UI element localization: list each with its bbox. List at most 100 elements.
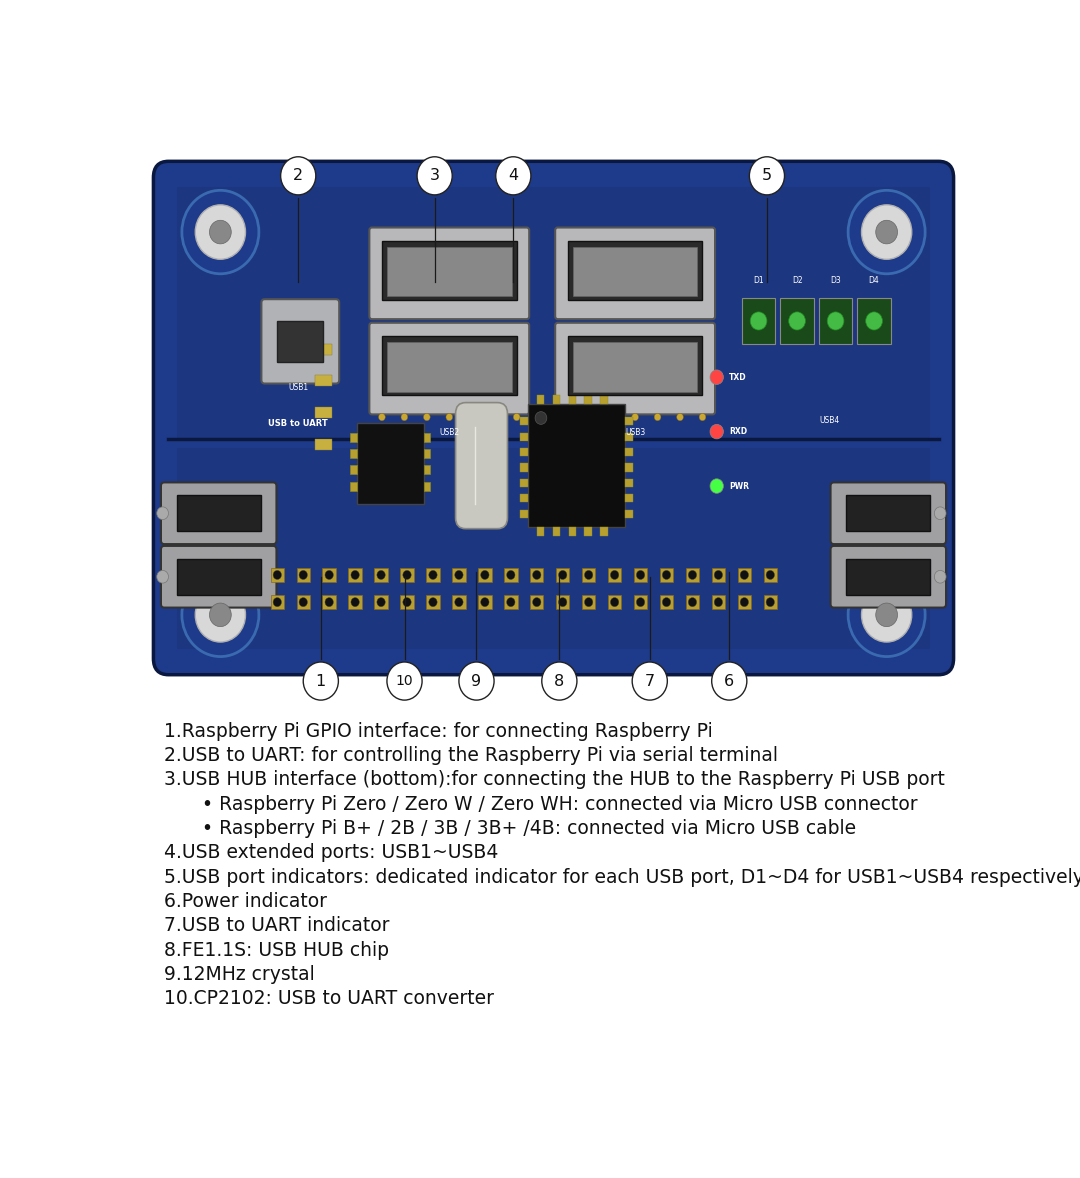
Circle shape — [181, 574, 259, 656]
Bar — [349, 568, 362, 582]
Circle shape — [610, 597, 619, 607]
Bar — [600, 527, 608, 536]
Bar — [712, 595, 725, 609]
Text: 4: 4 — [509, 168, 518, 184]
Bar — [847, 558, 930, 595]
Bar — [315, 344, 332, 355]
Bar — [350, 465, 356, 475]
Bar — [530, 568, 543, 582]
Circle shape — [535, 411, 546, 424]
Bar — [556, 595, 569, 609]
Bar — [742, 298, 775, 344]
Circle shape — [481, 597, 489, 607]
Bar — [624, 417, 633, 425]
Circle shape — [848, 574, 926, 656]
Circle shape — [699, 413, 706, 421]
Bar — [608, 568, 621, 582]
Bar — [382, 241, 516, 300]
Bar — [521, 432, 528, 441]
Circle shape — [455, 570, 463, 580]
FancyBboxPatch shape — [153, 161, 954, 675]
Bar — [387, 342, 512, 392]
Bar — [537, 396, 544, 404]
Text: 10: 10 — [395, 674, 414, 688]
Circle shape — [429, 597, 437, 607]
Bar — [315, 376, 332, 386]
Text: 6: 6 — [725, 674, 734, 689]
Bar — [553, 396, 561, 404]
Bar — [537, 527, 544, 536]
Bar — [427, 568, 440, 582]
Bar — [423, 449, 431, 458]
Bar — [624, 448, 633, 456]
Circle shape — [714, 597, 723, 607]
Bar — [350, 482, 356, 490]
Circle shape — [210, 220, 231, 244]
FancyBboxPatch shape — [456, 403, 508, 529]
Bar — [568, 337, 702, 396]
Bar — [634, 568, 647, 582]
Circle shape — [584, 597, 593, 607]
Bar — [375, 568, 388, 582]
Bar — [584, 527, 592, 536]
Circle shape — [401, 413, 408, 421]
Circle shape — [662, 570, 671, 580]
Text: 3: 3 — [430, 168, 440, 184]
Bar — [387, 246, 512, 297]
Bar — [634, 595, 647, 609]
Bar — [401, 595, 414, 609]
Circle shape — [299, 570, 308, 580]
Bar — [423, 465, 431, 475]
Bar — [504, 595, 517, 609]
Circle shape — [299, 597, 308, 607]
Circle shape — [862, 588, 912, 642]
Bar — [568, 527, 576, 536]
Bar — [582, 568, 595, 582]
Circle shape — [586, 413, 594, 421]
FancyBboxPatch shape — [831, 545, 946, 608]
Circle shape — [558, 570, 567, 580]
Bar — [478, 568, 491, 582]
Bar — [401, 568, 414, 582]
Circle shape — [469, 413, 475, 421]
Bar — [624, 478, 633, 487]
Circle shape — [714, 570, 723, 580]
Bar — [858, 298, 891, 344]
Circle shape — [387, 662, 422, 700]
Circle shape — [636, 597, 645, 607]
Circle shape — [195, 588, 245, 642]
Bar — [521, 448, 528, 456]
Bar — [423, 482, 431, 490]
Bar — [660, 595, 673, 609]
Bar — [781, 298, 814, 344]
Bar — [382, 337, 516, 396]
Bar — [521, 495, 528, 502]
Bar — [521, 417, 528, 425]
FancyBboxPatch shape — [369, 323, 529, 415]
Circle shape — [377, 597, 386, 607]
Bar — [423, 432, 431, 442]
Text: • Raspberry Pi Zero / Zero W / Zero WH: connected via Micro USB connector: • Raspberry Pi Zero / Zero W / Zero WH: … — [202, 795, 918, 814]
Bar — [624, 432, 633, 441]
Bar — [568, 241, 702, 300]
Circle shape — [584, 570, 593, 580]
Circle shape — [273, 597, 282, 607]
Circle shape — [157, 570, 168, 583]
Bar — [375, 595, 388, 609]
Circle shape — [481, 570, 489, 580]
Bar — [764, 568, 777, 582]
Bar — [624, 495, 633, 502]
Text: USB4: USB4 — [820, 416, 840, 425]
Text: USB2: USB2 — [440, 428, 459, 437]
Circle shape — [459, 662, 494, 700]
Bar — [350, 449, 356, 458]
Circle shape — [740, 570, 748, 580]
Bar — [712, 568, 725, 582]
Bar — [315, 408, 332, 418]
Bar — [600, 396, 608, 404]
Bar — [297, 595, 310, 609]
Bar — [521, 463, 528, 471]
Text: PWR: PWR — [729, 482, 750, 490]
Bar — [584, 396, 592, 404]
Bar — [530, 595, 543, 609]
